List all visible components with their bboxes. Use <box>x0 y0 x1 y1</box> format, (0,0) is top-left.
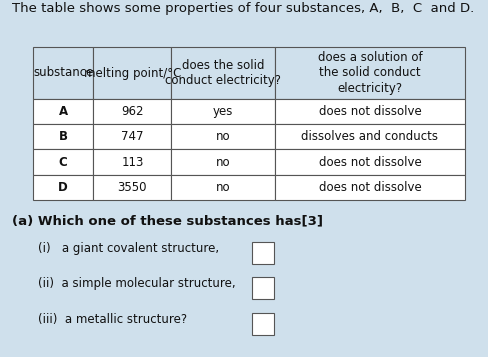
Bar <box>251 313 273 335</box>
Bar <box>33 99 93 124</box>
Bar <box>93 150 171 175</box>
Text: A: A <box>59 105 68 118</box>
Bar <box>274 124 464 150</box>
Text: no: no <box>215 181 230 194</box>
Text: 113: 113 <box>121 156 143 169</box>
Text: The table shows some properties of four substances, A,  B,  C  and D.: The table shows some properties of four … <box>12 2 473 15</box>
Text: no: no <box>215 130 230 144</box>
Text: D: D <box>58 181 68 194</box>
Bar <box>33 124 93 150</box>
Text: does not dissolve: does not dissolve <box>318 181 421 194</box>
Text: 962: 962 <box>121 105 143 118</box>
Text: 747: 747 <box>121 130 143 144</box>
Text: melting point/°C: melting point/°C <box>83 66 181 80</box>
Text: dissolves and conducts: dissolves and conducts <box>301 130 438 144</box>
Bar <box>33 47 93 99</box>
Bar <box>93 175 171 200</box>
Text: does not dissolve: does not dissolve <box>318 105 421 118</box>
Text: does the solid
conduct electricity?: does the solid conduct electricity? <box>165 59 281 87</box>
Bar <box>33 150 93 175</box>
Text: (i)   a giant covalent structure,: (i) a giant covalent structure, <box>38 242 219 255</box>
Bar <box>171 47 274 99</box>
Bar <box>274 47 464 99</box>
Bar <box>93 124 171 150</box>
Text: (ii)  a simple molecular structure,: (ii) a simple molecular structure, <box>38 277 235 290</box>
Text: (iii)  a metallic structure?: (iii) a metallic structure? <box>38 313 187 326</box>
Text: does not dissolve: does not dissolve <box>318 156 421 169</box>
Bar <box>33 175 93 200</box>
Text: 3550: 3550 <box>118 181 147 194</box>
Text: (a) Which one of these substances has[3]: (a) Which one of these substances has[3] <box>12 214 323 227</box>
Bar <box>251 242 273 264</box>
Bar <box>93 99 171 124</box>
Text: B: B <box>59 130 68 144</box>
Bar <box>274 175 464 200</box>
Bar <box>171 124 274 150</box>
Bar <box>171 150 274 175</box>
Text: no: no <box>215 156 230 169</box>
Text: C: C <box>59 156 67 169</box>
Bar <box>251 277 273 299</box>
Bar <box>274 150 464 175</box>
Text: does a solution of
the solid conduct
electricity?: does a solution of the solid conduct ele… <box>317 51 422 95</box>
Bar <box>171 175 274 200</box>
Text: yes: yes <box>212 105 233 118</box>
Bar <box>93 47 171 99</box>
Bar <box>274 99 464 124</box>
Bar <box>171 99 274 124</box>
Text: substance: substance <box>33 66 93 80</box>
